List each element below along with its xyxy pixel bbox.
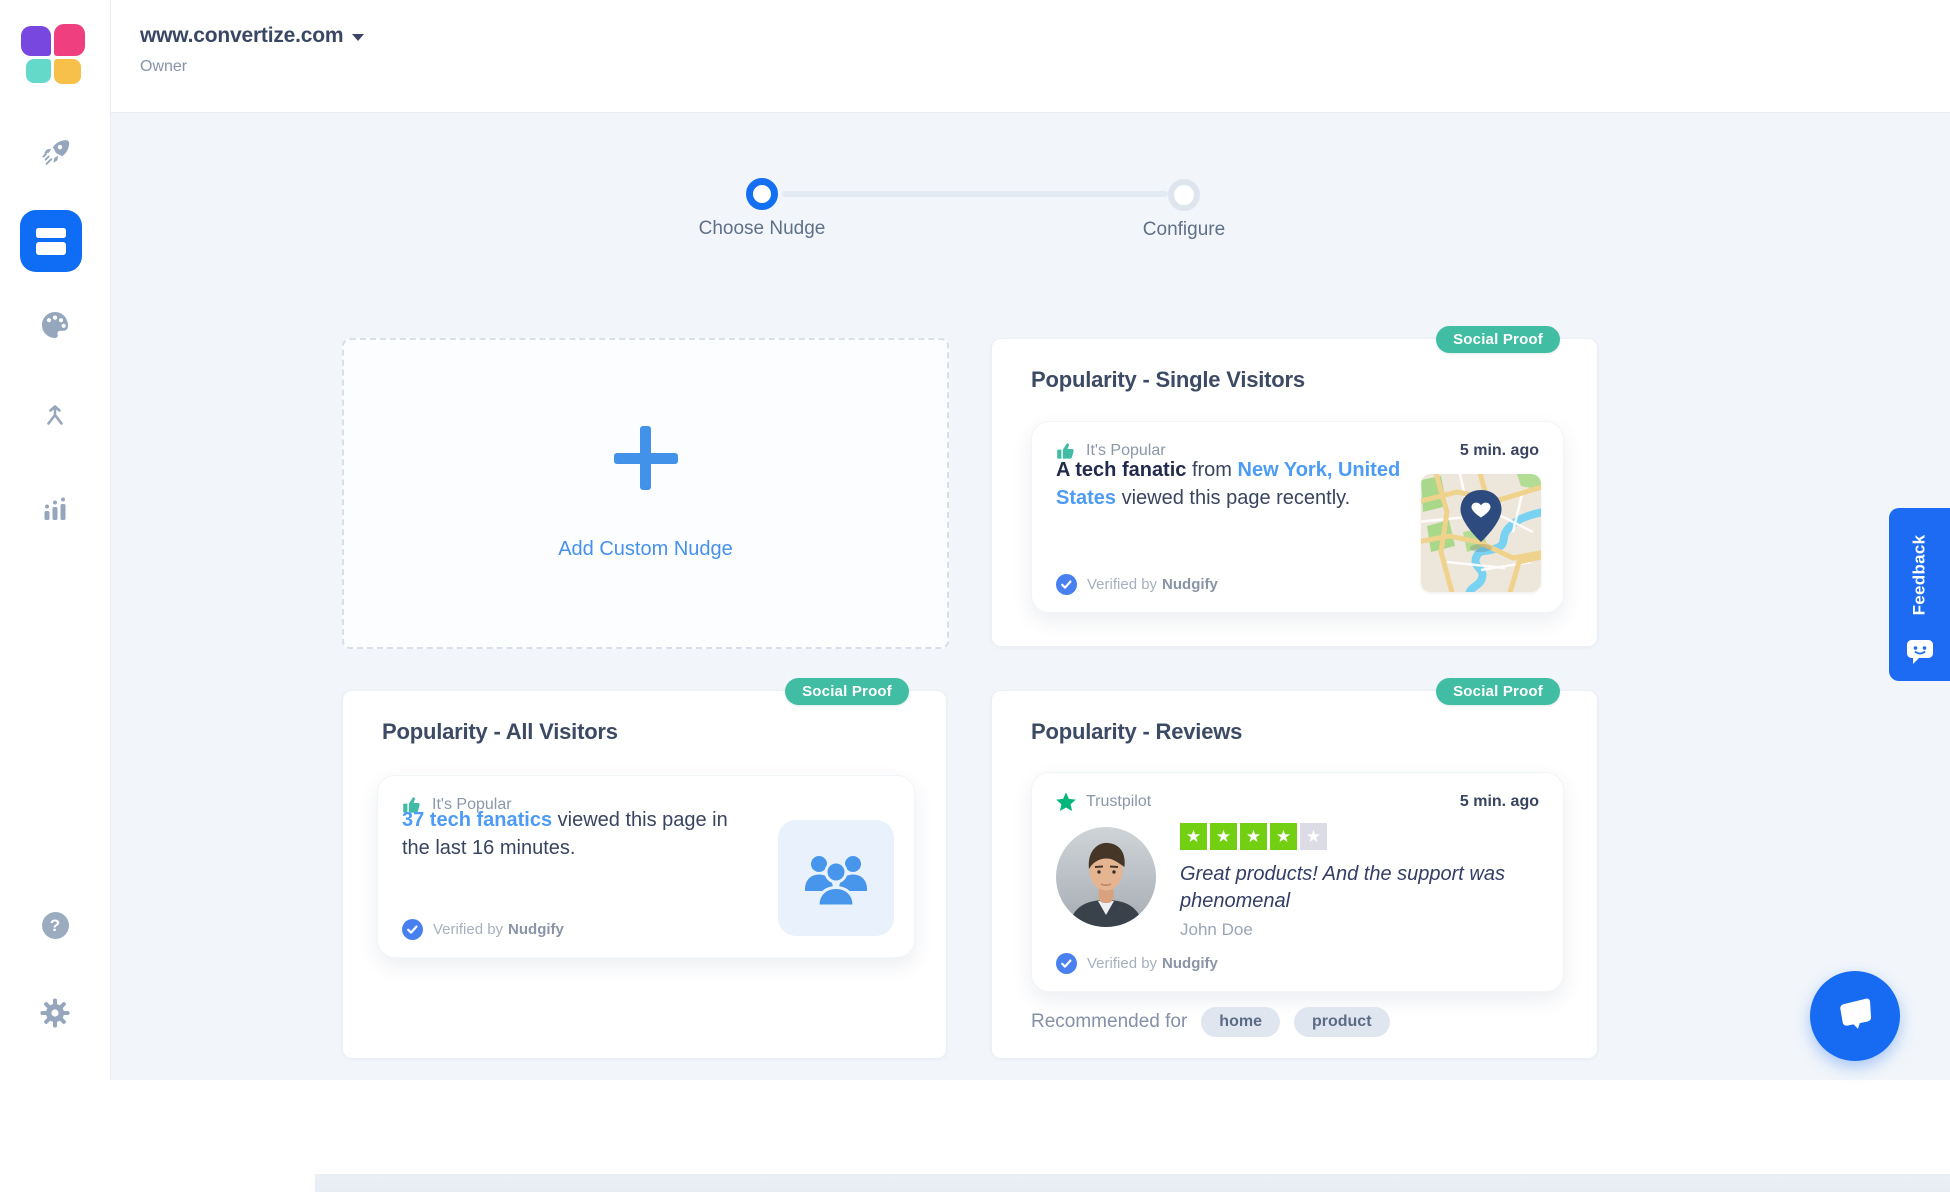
visitors-illustration bbox=[778, 820, 894, 936]
nudge-preview: It's Popular 37 tech fanatics viewed thi… bbox=[377, 775, 915, 958]
sidebar-item-settings[interactable] bbox=[0, 997, 110, 1029]
top-bar: www.convertize.com Owner bbox=[110, 0, 1950, 113]
nudge-tag: It's Popular bbox=[1086, 442, 1166, 459]
visitors-group-icon bbox=[805, 856, 867, 907]
rocket-icon bbox=[42, 140, 70, 165]
nudge-preview: Trustpilot 5 min. ago bbox=[1031, 772, 1564, 992]
ab-test-icon bbox=[47, 405, 63, 425]
trustpilot-star-icon bbox=[1056, 792, 1076, 811]
stepper-connector bbox=[782, 191, 1168, 197]
stepper-step-choose-nudge[interactable] bbox=[746, 178, 778, 210]
recommended-for-row: Recommended for home product bbox=[1031, 1007, 1390, 1037]
palette-icon bbox=[42, 312, 68, 338]
logo-square-yellow bbox=[54, 59, 81, 84]
verified-check-icon bbox=[402, 919, 423, 940]
rating-star: ★ bbox=[1180, 823, 1207, 850]
recommended-for-label: Recommended for bbox=[1031, 1011, 1188, 1032]
nudge-template-card-all-visitors[interactable]: Social Proof Popularity - All Visitors I… bbox=[342, 678, 947, 1059]
verified-by-label: Verified by Nudgify bbox=[433, 921, 564, 938]
nudge-timestamp: 5 min. ago bbox=[1459, 442, 1539, 459]
sidebar-item-ab-test[interactable] bbox=[0, 402, 110, 432]
feedback-bubble-icon bbox=[1906, 639, 1934, 668]
site-domain: www.convertize.com bbox=[140, 24, 344, 47]
nudge-preview: It's Popular 5 min. ago A tech fanatic f… bbox=[1031, 421, 1564, 613]
card-title: Popularity - Single Visitors bbox=[1031, 367, 1305, 392]
scroll-edge-shadow bbox=[315, 1174, 1950, 1192]
location-map-thumbnail bbox=[1421, 474, 1541, 592]
logo-square-teal bbox=[26, 59, 51, 83]
status-badge: Social Proof bbox=[1436, 326, 1560, 353]
settings-icon bbox=[40, 998, 70, 1028]
verified-check-icon bbox=[1056, 953, 1077, 974]
rating-star: ★ bbox=[1210, 823, 1237, 850]
nudge-template-card-reviews[interactable]: Social Proof Popularity - Reviews Trustp… bbox=[991, 678, 1598, 1059]
analytics-icon bbox=[44, 497, 66, 520]
recommended-tag-home: home bbox=[1201, 1007, 1280, 1037]
rating-star: ★ bbox=[1300, 823, 1327, 850]
review-author: John Doe bbox=[1180, 920, 1253, 939]
sidebar-item-theme[interactable] bbox=[0, 309, 110, 341]
plus-icon bbox=[613, 426, 678, 490]
verified-by-label: Verified by Nudgify bbox=[1087, 955, 1218, 972]
feedback-label: Feedback bbox=[1909, 534, 1929, 616]
rating-star: ★ bbox=[1240, 823, 1267, 850]
thumbs-up-icon bbox=[1057, 443, 1074, 459]
trustpilot-rating: ★ ★ ★ ★ ★ bbox=[1180, 823, 1545, 850]
main-content: Choose Nudge Configure Add Custom Nudge … bbox=[110, 112, 1950, 1192]
sidebar-item-nudges[interactable] bbox=[20, 210, 82, 272]
recommended-tag-product: product bbox=[1293, 1007, 1390, 1037]
sidebar-item-launch[interactable] bbox=[0, 137, 110, 167]
reviewer-avatar bbox=[1056, 827, 1156, 927]
nudge-tag: It's Popular bbox=[432, 796, 512, 813]
review-quote: Great products! And the support was phen… bbox=[1180, 863, 1505, 912]
logo-square-purple bbox=[21, 26, 51, 56]
site-selector-dropdown[interactable]: www.convertize.com bbox=[140, 24, 365, 48]
chat-bubble-icon bbox=[1840, 998, 1872, 1029]
map-pin-icon bbox=[1421, 474, 1541, 592]
add-custom-nudge-card[interactable]: Add Custom Nudge bbox=[342, 338, 949, 649]
status-badge: Social Proof bbox=[1436, 678, 1560, 705]
user-role-label: Owner bbox=[140, 58, 188, 75]
card-title: Popularity - Reviews bbox=[1031, 719, 1243, 744]
stepper-label-choose-nudge: Choose Nudge bbox=[698, 218, 826, 239]
help-icon: ? bbox=[41, 912, 69, 939]
sidebar: ? bbox=[0, 0, 111, 1080]
nudge-timestamp: 5 min. ago bbox=[1459, 793, 1539, 810]
rating-star: ★ bbox=[1270, 823, 1297, 850]
nudge-message: A tech fanatic from New York, United Sta… bbox=[1056, 459, 1401, 509]
feedback-button[interactable]: Feedback bbox=[1889, 508, 1950, 681]
chat-launcher-button[interactable] bbox=[1810, 971, 1900, 1061]
stepper-step-configure[interactable] bbox=[1168, 179, 1200, 211]
review-source-label: Trustpilot bbox=[1086, 793, 1152, 810]
stepper-label-configure: Configure bbox=[1142, 219, 1226, 240]
logo-square-pink bbox=[54, 24, 85, 56]
status-badge: Social Proof bbox=[785, 678, 909, 705]
thumbs-up-icon bbox=[403, 797, 420, 813]
sidebar-item-help[interactable]: ? bbox=[0, 912, 110, 939]
nudge-message: 37 tech fanatics viewed this page in the… bbox=[402, 809, 728, 859]
add-custom-nudge-label: Add Custom Nudge bbox=[558, 538, 733, 560]
card-title: Popularity - All Visitors bbox=[382, 719, 618, 744]
verified-check-icon bbox=[1056, 574, 1077, 595]
app-logo[interactable] bbox=[21, 24, 85, 86]
dropdown-caret-icon bbox=[352, 34, 365, 41]
verified-by-label: Verified by Nudgify bbox=[1087, 576, 1218, 593]
nudge-template-card-single-visitors[interactable]: Social Proof Popularity - Single Visitor… bbox=[991, 326, 1598, 647]
sidebar-item-analytics[interactable] bbox=[0, 495, 110, 525]
